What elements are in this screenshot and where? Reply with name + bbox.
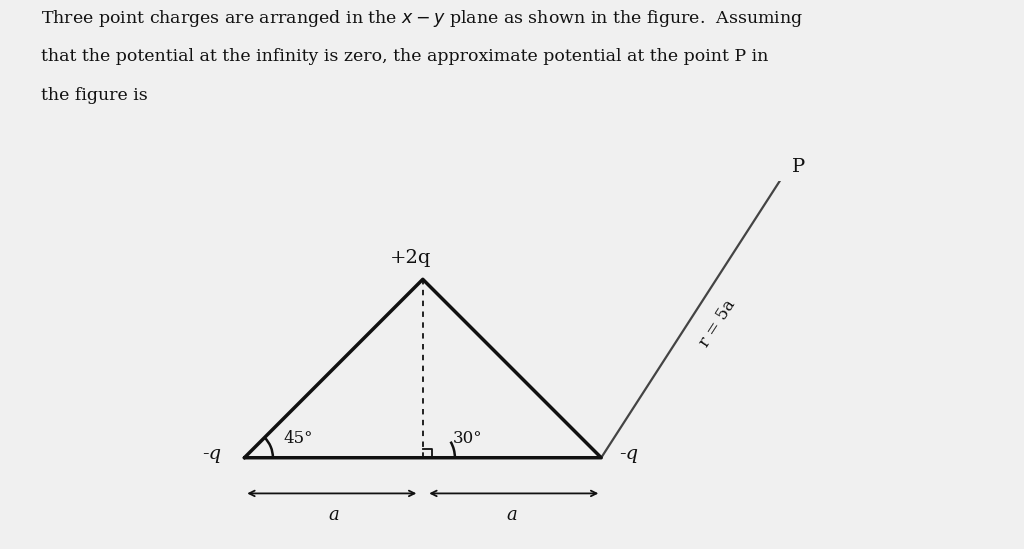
Text: Three point charges are arranged in the $x-y$ plane as shown in the figure.  Ass: Three point charges are arranged in the …: [41, 8, 803, 29]
Text: a: a: [507, 506, 517, 524]
Text: 45°: 45°: [284, 430, 313, 447]
Text: that the potential at the infinity is zero, the approximate potential at the poi: that the potential at the infinity is ze…: [41, 48, 768, 65]
Text: the figure is: the figure is: [41, 87, 147, 104]
Text: P: P: [793, 158, 806, 176]
Text: +2q: +2q: [389, 249, 431, 267]
Text: r = 5a: r = 5a: [695, 296, 738, 350]
Text: -q: -q: [620, 445, 638, 463]
Text: -q: -q: [202, 445, 221, 463]
Text: a: a: [329, 506, 339, 524]
Text: 30°: 30°: [453, 430, 482, 447]
